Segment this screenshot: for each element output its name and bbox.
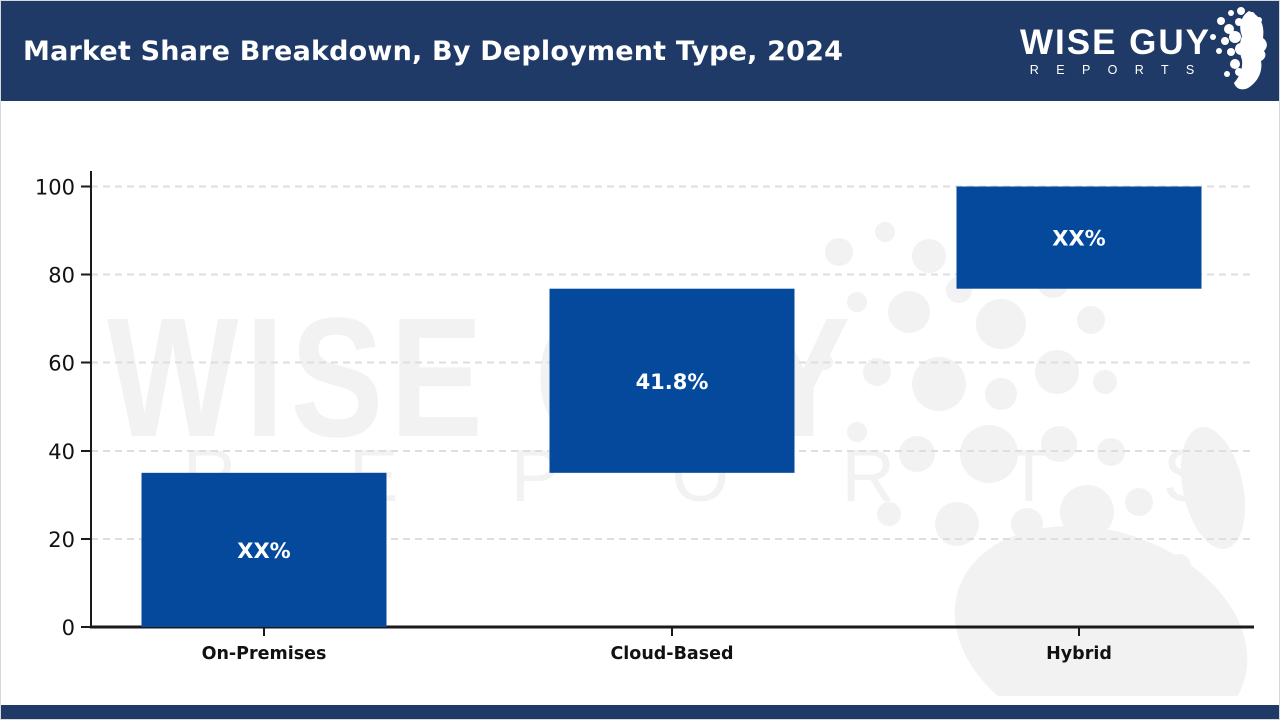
bar-cloud-based [549,288,795,473]
footer-bar [1,705,1279,719]
page-title: Market Share Breakdown, By Deployment Ty… [23,35,844,67]
bar-value-label-cloud-based: 41.8% [636,370,709,394]
watermark-face-icon [817,222,1248,696]
ytick-label-40: 40 [48,440,75,464]
category-label-hybrid: Hybrid [1046,644,1112,664]
ytick-label-80: 80 [48,264,75,288]
logo-wordmark-line2: R E P O R T S [1029,63,1202,77]
header-bar: Market Share Breakdown, By Deployment Ty… [1,1,1279,101]
logo-wordmark: WISE GUY R E P O R T S [1020,25,1211,77]
ytick-label-100: 100 [35,176,75,200]
ytick-label-0: 0 [62,616,75,640]
category-label-cloud-based: Cloud-Based [610,644,733,664]
bar-value-label-on-premises: XX% [237,539,290,563]
ytick-label-20: 20 [48,528,75,552]
ytick-label-60: 60 [48,352,75,376]
wise-guy-logo: WISE GUY R E P O R T S [1020,7,1269,95]
bar-value-label-hybrid: XX% [1052,227,1105,251]
market-share-chart: 0 20 40 60 80 100 XX% On-Premises 41.8% Cloud-Bas… [35,171,1254,664]
bar-hybrid [956,186,1202,289]
logo-face-icon [1210,7,1267,90]
logo-wordmark-line1: WISE GUY [1019,23,1211,62]
category-label-on-premises: On-Premises [202,644,327,664]
bar-on-premises [141,472,387,627]
